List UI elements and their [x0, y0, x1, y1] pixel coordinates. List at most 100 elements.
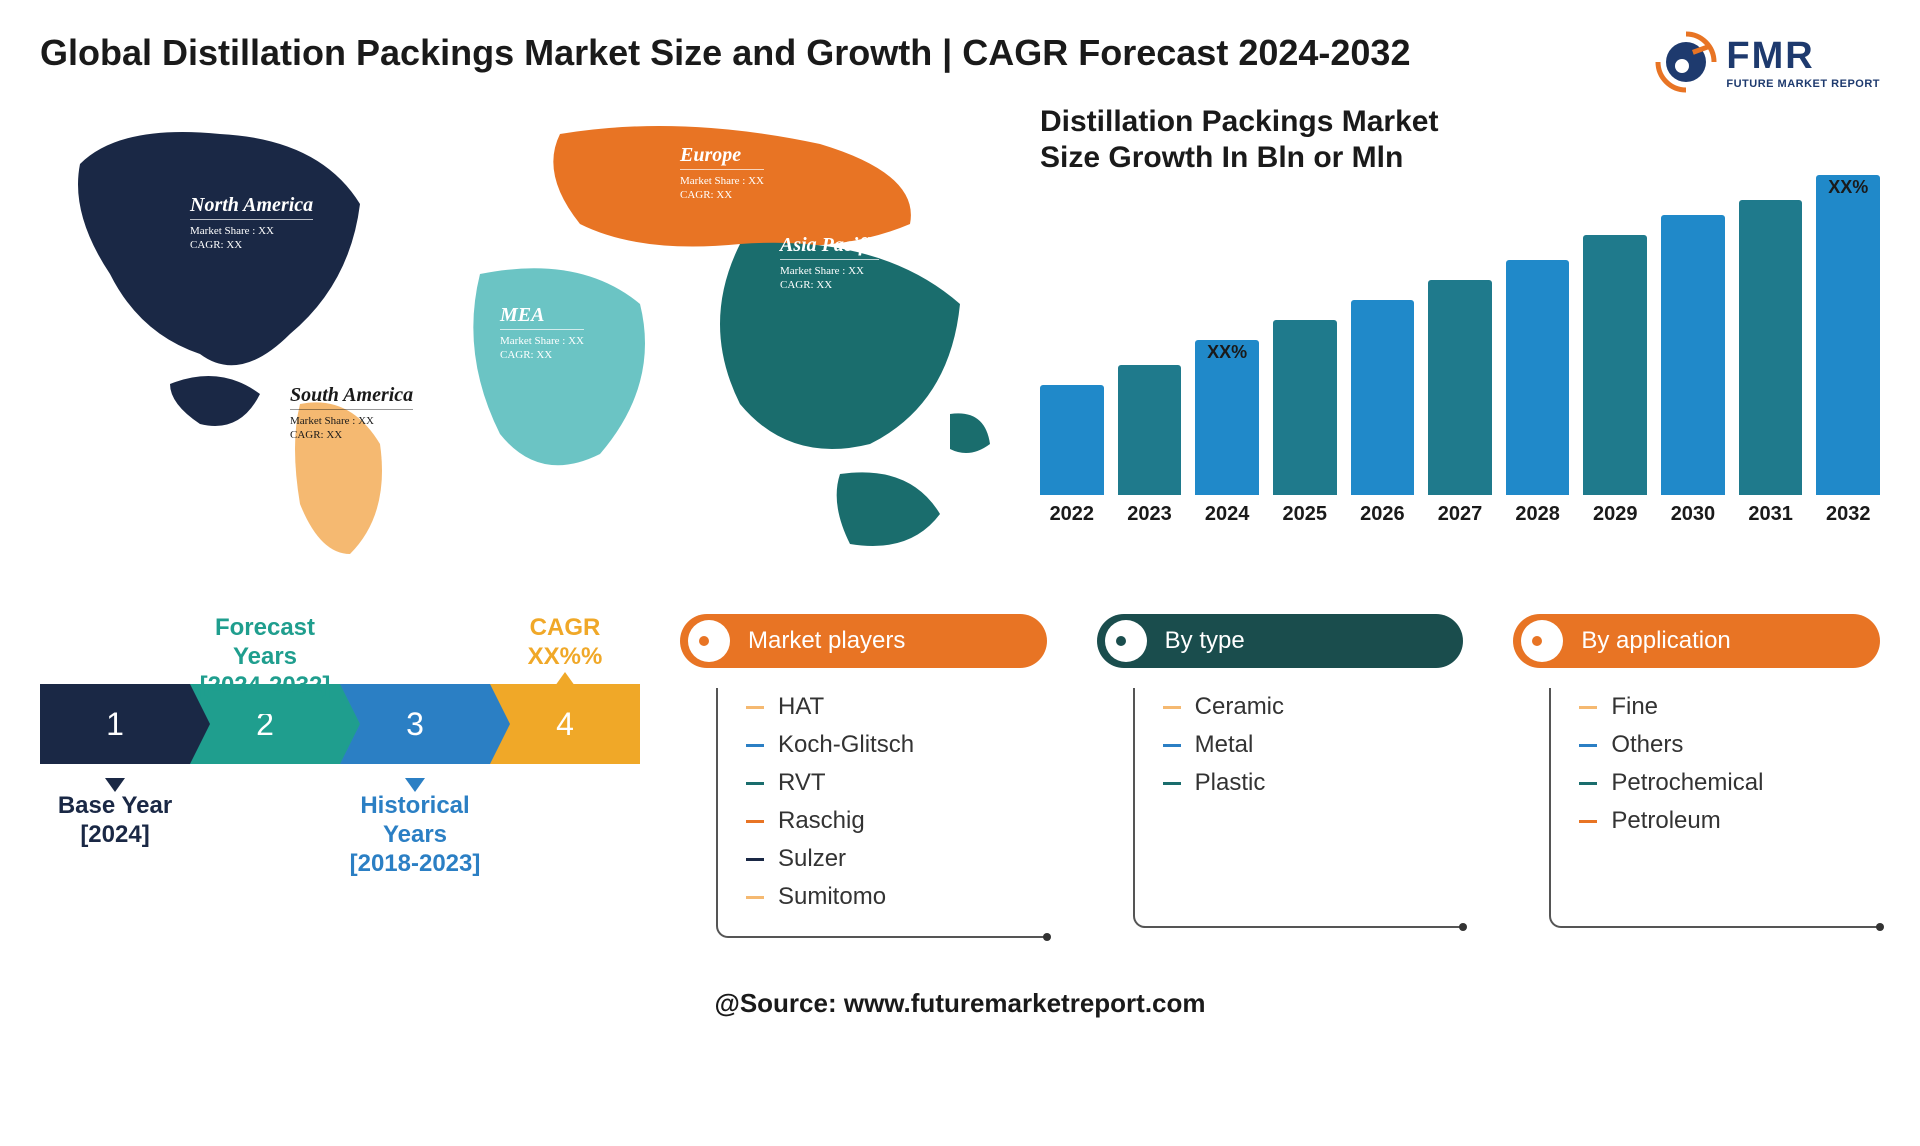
segment-item-label: Others [1611, 731, 1683, 759]
header: Global Distillation Packings Market Size… [40, 30, 1880, 94]
bar-rect [1739, 200, 1803, 495]
bar-year-label: 2027 [1438, 503, 1483, 526]
region-name: Europe [680, 144, 764, 170]
region-name: Asia Pacific [780, 234, 879, 260]
region-label-south-america: South AmericaMarket Share : XXCAGR: XX [290, 384, 413, 443]
segment-by-type: By typeCeramicMetalPlastic [1097, 614, 1464, 938]
segment-item-label: Petroleum [1611, 807, 1720, 835]
page-title: Global Distillation Packings Market Size… [40, 30, 1410, 77]
world-map: North AmericaMarket Share : XXCAGR: XXSo… [40, 104, 1010, 574]
bar-rect [1816, 175, 1880, 495]
segment-tick-icon [746, 782, 764, 785]
segment-list: HATKoch-GlitschRVTRaschigSulzerSumitomo [716, 688, 1047, 938]
bar-annotation: XX% [1207, 342, 1247, 363]
chart-title: Distillation Packings Market Size Growth… [1040, 104, 1500, 176]
bar-year-label: 2023 [1127, 503, 1172, 526]
segment-tick-icon [746, 820, 764, 823]
fmr-logo-icon [1654, 30, 1718, 94]
segment-item-label: Koch-Glitsch [778, 731, 914, 759]
segment-item-label: Plastic [1195, 769, 1266, 797]
segment-item: Fine [1579, 688, 1880, 726]
segment-item: Sumitomo [746, 878, 1047, 916]
segment-tick-icon [1579, 820, 1597, 823]
region-cagr: CAGR: XX [500, 348, 584, 362]
bar-year-label: 2022 [1050, 503, 1095, 526]
timeline-annot-2: Forecast Years[2024-2032] [190, 614, 340, 718]
chart-bars: 20222023XX%20242025202620272028202920302… [1040, 196, 1880, 526]
bar-year-label: 2026 [1360, 503, 1405, 526]
segment-tick-icon [1163, 706, 1181, 709]
segment-market-players: Market playersHATKoch-GlitschRVTRaschigS… [680, 614, 1047, 938]
segment-item-label: Sulzer [778, 845, 846, 873]
bar-year-label: 2031 [1748, 503, 1793, 526]
timeline-annot-1: Base Year[2024] [40, 774, 190, 850]
segment-item-label: Raschig [778, 807, 865, 835]
segment-item: Raschig [746, 802, 1047, 840]
bar-chart: Distillation Packings Market Size Growth… [1040, 104, 1880, 574]
segment-item-label: Ceramic [1195, 693, 1284, 721]
bar-rect [1273, 320, 1337, 495]
segment-header-dot-icon [1521, 620, 1563, 662]
region-share: Market Share : XX [290, 414, 413, 428]
segment-item: Petrochemical [1579, 764, 1880, 802]
segment-list: CeramicMetalPlastic [1133, 688, 1464, 928]
timeline-seg-3: 3 [340, 684, 490, 764]
source-attribution: @Source: www.futuremarketreport.com [40, 988, 1880, 1019]
segment-item-label: Fine [1611, 693, 1658, 721]
segment-item: Ceramic [1163, 688, 1464, 726]
segment-item-label: HAT [778, 693, 824, 721]
segment-tick-icon [1579, 744, 1597, 747]
segment-header-dot-icon [1105, 620, 1147, 662]
main-row: North AmericaMarket Share : XXCAGR: XXSo… [40, 104, 1880, 574]
logo-text-main: FMR [1726, 35, 1880, 78]
bar-year-label: 2028 [1515, 503, 1560, 526]
bar-2022: 2022 [1040, 385, 1104, 526]
bar-2031: 2031 [1739, 200, 1803, 526]
bar-2030: 2030 [1661, 215, 1725, 526]
bar-2026: 2026 [1351, 300, 1415, 526]
segment-tick-icon [1579, 782, 1597, 785]
segment-header: Market players [680, 614, 1047, 668]
region-label-asia-pacific: Asia PacificMarket Share : XXCAGR: XX [780, 234, 879, 293]
segment-by-application: By application Fine Others Petrochemical Pet… [1513, 614, 1880, 938]
region-label-europe: Europe Market Share : XXCAGR: XX [680, 144, 764, 203]
segment-header: By application [1513, 614, 1880, 668]
segment-header-dot-icon [688, 620, 730, 662]
segment-item: Sulzer [746, 840, 1047, 878]
region-name: MEA [500, 304, 584, 330]
bar-2029: 2029 [1583, 235, 1647, 526]
segment-header-label: By application [1581, 627, 1730, 655]
logo-text-sub: FUTURE MARKET REPORT [1726, 78, 1880, 90]
map-mea [473, 268, 645, 465]
bar-year-label: 2029 [1593, 503, 1638, 526]
bar-2027: 2027 [1428, 280, 1492, 526]
segment-tick-icon [1163, 782, 1181, 785]
region-share: Market Share : XX [190, 224, 313, 238]
segment-tick-icon [746, 896, 764, 899]
bar-rect [1661, 215, 1725, 495]
segment-columns: Market playersHATKoch-GlitschRVTRaschigS… [680, 614, 1880, 938]
segment-tick-icon [746, 744, 764, 747]
region-cagr: CAGR: XX [290, 428, 413, 442]
segment-header-label: Market players [748, 627, 905, 655]
bar-annotation: XX% [1828, 177, 1868, 198]
bar-2023: 2023 [1118, 365, 1182, 526]
bar-2024: XX%2024 [1195, 340, 1259, 526]
region-cagr: CAGR: XX [680, 188, 764, 202]
segment-tick-icon [1579, 706, 1597, 709]
bar-rect [1118, 365, 1182, 495]
region-name: North America [190, 194, 313, 220]
segment-item: Petroleum [1579, 802, 1880, 840]
timeline-annot-3: Historical Years[2018-2023] [340, 774, 490, 878]
segment-item: HAT [746, 688, 1047, 726]
timeline-annot-4: CAGR XX%% [490, 614, 640, 690]
bar-rect [1506, 260, 1570, 495]
region-label-north-america: North AmericaMarket Share : XXCAGR: XX [190, 194, 313, 253]
bar-2028: 2028 [1506, 260, 1570, 526]
region-cagr: CAGR: XX [780, 278, 879, 292]
segment-item-label: Sumitomo [778, 883, 886, 911]
region-share: Market Share : XX [500, 334, 584, 348]
bottom-row: 1234 Base Year[2024]Forecast Years[2024-… [40, 614, 1880, 938]
region-share: Market Share : XX [680, 174, 764, 188]
segment-tick-icon [1163, 744, 1181, 747]
